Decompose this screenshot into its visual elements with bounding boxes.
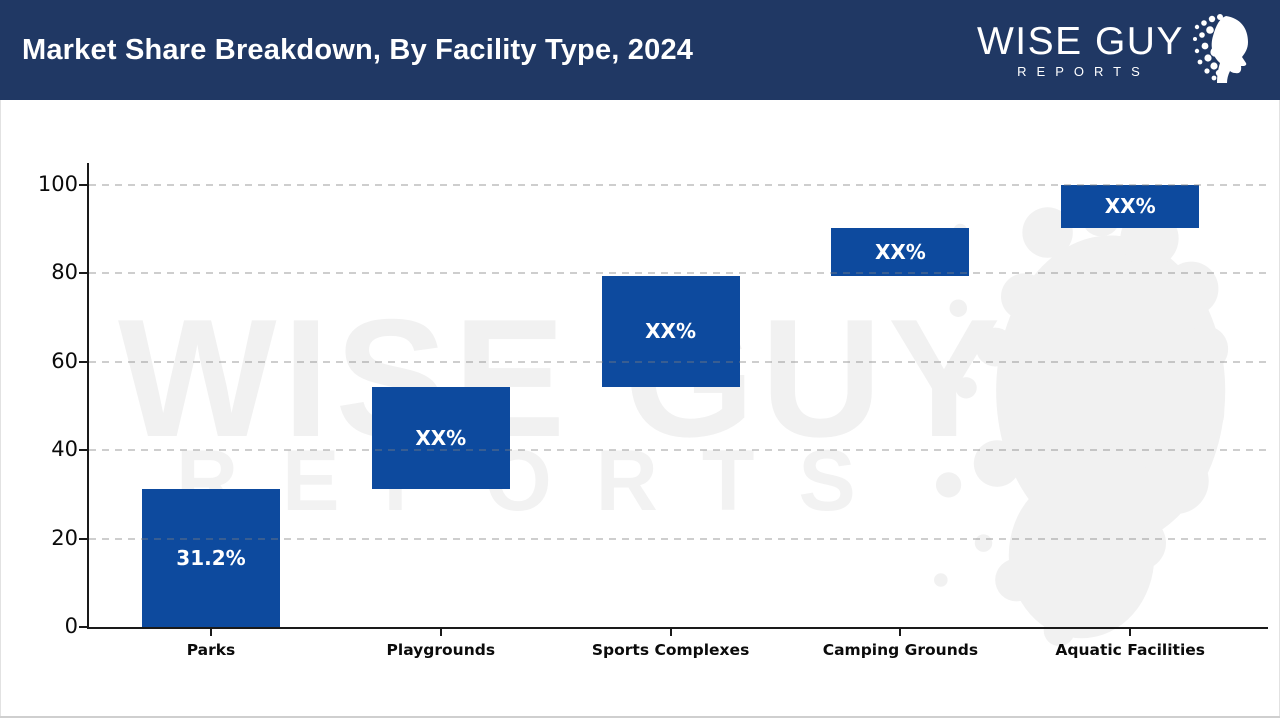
bar-parks: 31.2% bbox=[142, 489, 280, 627]
x-axis-label-aquatic-facilities: Aquatic Facilities bbox=[1055, 641, 1205, 659]
page-title: Market Share Breakdown, By Facility Type… bbox=[22, 33, 694, 66]
bar-value-label-parks: 31.2% bbox=[176, 546, 246, 571]
y-tick-label-80: 80 bbox=[51, 260, 78, 285]
x-tick-mark-playgrounds bbox=[439, 629, 442, 636]
gridline-60 bbox=[89, 360, 1266, 363]
x-tick-mark-parks bbox=[210, 629, 212, 636]
bar-aquatic-facilities: XX% bbox=[1061, 185, 1200, 228]
y-tick-label-60: 60 bbox=[51, 348, 78, 373]
y-tick-mark-60 bbox=[79, 360, 88, 363]
x-tick-mark-aquatic-facilities bbox=[1129, 629, 1132, 636]
logo-wordmark: WISE GUY bbox=[976, 20, 1184, 63]
y-tick-label-40: 40 bbox=[51, 437, 78, 462]
gridline-80 bbox=[89, 272, 1266, 275]
bar-camping-grounds: XX% bbox=[831, 227, 970, 277]
logo-text: WISE GUY REPORTS bbox=[977, 22, 1184, 78]
x-axis-label-camping-grounds: Camping Grounds bbox=[822, 641, 979, 659]
bar-value-label-sports-complexes: XX% bbox=[645, 319, 697, 344]
y-tick-mark-0 bbox=[79, 626, 88, 628]
page-border-left bbox=[0, 100, 1, 716]
y-axis-line bbox=[87, 163, 89, 629]
x-axis-label-sports-complexes: Sports Complexes bbox=[591, 641, 750, 659]
bar-value-label-playgrounds: XX% bbox=[415, 425, 467, 450]
x-axis-line bbox=[87, 627, 1268, 629]
y-tick-mark-80 bbox=[79, 272, 88, 275]
bar-sports-complexes: XX% bbox=[601, 276, 740, 387]
gridline-40 bbox=[89, 449, 1266, 452]
x-tick-mark-camping-grounds bbox=[899, 629, 902, 636]
y-tick-mark-40 bbox=[79, 449, 88, 452]
y-tick-label-100: 100 bbox=[37, 172, 78, 196]
y-tick-label-20: 20 bbox=[51, 525, 78, 550]
bar-playgrounds: XX% bbox=[371, 386, 510, 490]
wise-guy-logo: WISE GUY REPORTS bbox=[977, 11, 1254, 90]
y-tick-label-0: 0 bbox=[64, 614, 78, 638]
header-bar: Market Share Breakdown, By Facility Type… bbox=[0, 0, 1280, 100]
x-axis-label-playgrounds: Playgrounds bbox=[386, 641, 496, 659]
y-tick-mark-20 bbox=[79, 537, 88, 540]
head-profile-icon bbox=[1190, 11, 1254, 90]
y-tick-mark-100 bbox=[79, 184, 88, 186]
page-border-bottom bbox=[0, 716, 1280, 718]
chart-area: 0 20 40 60 80 100 31.2% Parks XX% Playgrounds XX% S… bbox=[0, 100, 1280, 716]
x-axis-label-parks: Parks bbox=[186, 641, 236, 659]
logo-subtitle: REPORTS bbox=[1017, 64, 1150, 79]
gridline-20 bbox=[89, 537, 1266, 540]
bar-value-label-camping-grounds: XX% bbox=[874, 239, 926, 264]
bar-value-label-aquatic-facilities: XX% bbox=[1104, 194, 1156, 219]
gridline-100 bbox=[89, 184, 1266, 186]
x-tick-mark-sports-complexes bbox=[669, 629, 672, 636]
